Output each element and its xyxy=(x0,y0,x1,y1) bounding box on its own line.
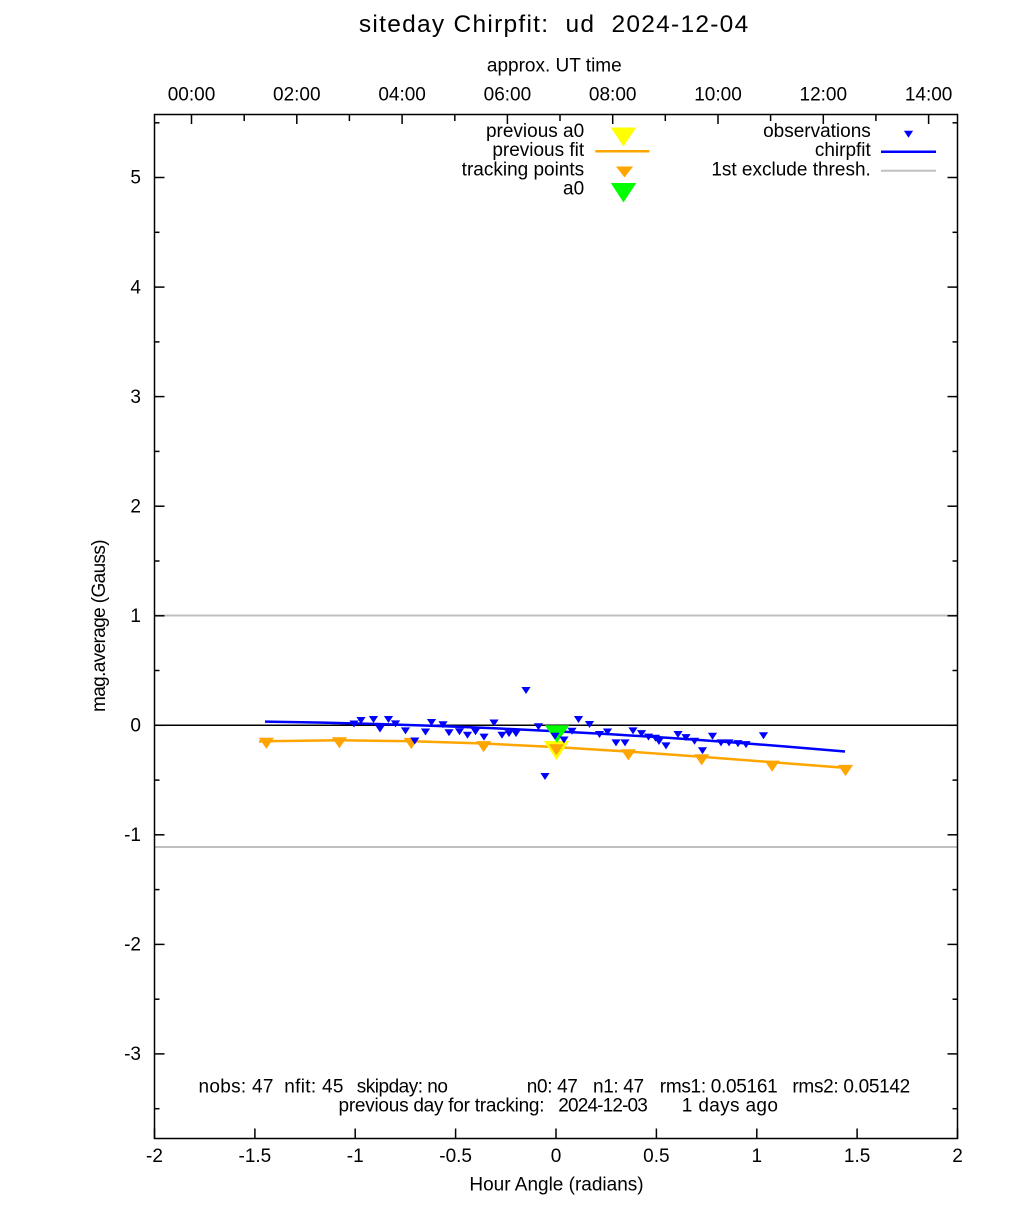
svg-text:0: 0 xyxy=(551,1146,562,1167)
svg-text:0: 0 xyxy=(130,715,141,736)
svg-text:-1: -1 xyxy=(347,1146,364,1167)
svg-text:mag.average (Gauss): mag.average (Gauss) xyxy=(89,540,110,712)
svg-text:-0.5: -0.5 xyxy=(439,1146,472,1167)
svg-text:-2: -2 xyxy=(146,1146,163,1167)
svg-text:5: 5 xyxy=(130,168,141,189)
svg-text:previous day for tracking:: previous day for tracking: xyxy=(339,1096,545,1117)
svg-text:0.5: 0.5 xyxy=(643,1146,669,1167)
svg-text:1 days ago: 1 days ago xyxy=(682,1096,778,1117)
svg-text:siteday Chirpfit: ud 2024-12: siteday Chirpfit: ud 2024-12-04 xyxy=(359,11,750,38)
svg-text:04:00: 04:00 xyxy=(378,84,426,105)
svg-text:skipday: no: skipday: no xyxy=(357,1076,448,1097)
svg-text:approx. UT time: approx. UT time xyxy=(487,56,622,77)
svg-text:tracking points: tracking points xyxy=(462,159,585,180)
svg-text:observations: observations xyxy=(763,121,871,142)
svg-text:1: 1 xyxy=(130,606,141,627)
svg-text:2: 2 xyxy=(952,1146,963,1167)
svg-text:rms1: 0.05161: rms1: 0.05161 xyxy=(660,1076,778,1097)
svg-text:-1: -1 xyxy=(124,825,141,846)
svg-text:nfit: 45: nfit: 45 xyxy=(284,1076,343,1097)
svg-text:00:00: 00:00 xyxy=(168,84,216,105)
svg-text:10:00: 10:00 xyxy=(694,84,742,105)
svg-text:nobs: 47: nobs: 47 xyxy=(199,1076,274,1097)
svg-text:n1: 47: n1: 47 xyxy=(593,1076,644,1097)
svg-text:2024-12-03: 2024-12-03 xyxy=(558,1096,647,1117)
svg-text:a0: a0 xyxy=(563,178,584,199)
svg-text:-1.5: -1.5 xyxy=(239,1146,272,1167)
svg-text:4: 4 xyxy=(130,277,141,298)
svg-text:1st exclude thresh.: 1st exclude thresh. xyxy=(711,159,870,180)
svg-text:n0: 47: n0: 47 xyxy=(527,1076,578,1097)
svg-text:-2: -2 xyxy=(124,935,141,956)
svg-text:02:00: 02:00 xyxy=(273,84,321,105)
svg-text:1: 1 xyxy=(751,1146,762,1167)
svg-text:previous a0: previous a0 xyxy=(486,121,584,142)
svg-text:06:00: 06:00 xyxy=(484,84,532,105)
svg-text:-3: -3 xyxy=(124,1044,141,1065)
svg-text:chirpfit: chirpfit xyxy=(815,140,872,161)
svg-text:3: 3 xyxy=(130,387,141,408)
svg-text:14:00: 14:00 xyxy=(905,84,953,105)
svg-text:previous fit: previous fit xyxy=(492,140,585,161)
svg-text:Hour Angle (radians): Hour Angle (radians) xyxy=(469,1174,643,1195)
svg-text:rms2: 0.05142: rms2: 0.05142 xyxy=(792,1076,910,1097)
svg-text:12:00: 12:00 xyxy=(800,84,848,105)
svg-text:2: 2 xyxy=(130,496,141,517)
svg-text:08:00: 08:00 xyxy=(589,84,637,105)
svg-text:1.5: 1.5 xyxy=(844,1146,870,1167)
